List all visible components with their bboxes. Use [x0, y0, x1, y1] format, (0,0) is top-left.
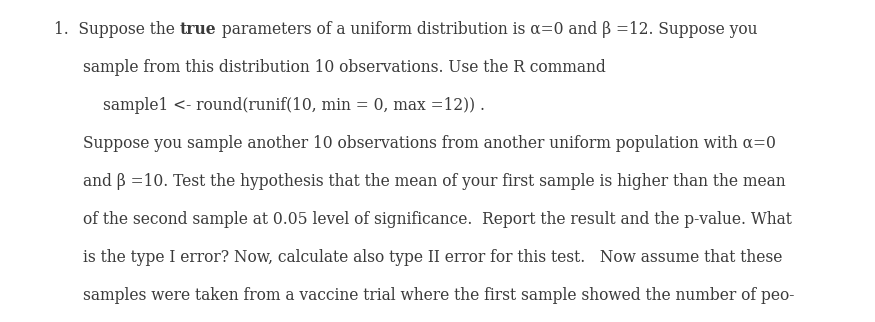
Text: is the type I error? Now, calculate also type II error for this test.   Now assu: is the type I error? Now, calculate also…: [83, 249, 782, 266]
Text: sample1 <- round(runif(10, min = 0, max =12)) .: sample1 <- round(runif(10, min = 0, max …: [103, 97, 486, 114]
Text: samples were taken from a vaccine trial where the first sample showed the number: samples were taken from a vaccine trial …: [83, 287, 794, 304]
Text: sample from this distribution 10 observations. Use the R command: sample from this distribution 10 observa…: [83, 59, 606, 76]
Text: and β =10. Test the hypothesis that the mean of your first sample is higher than: and β =10. Test the hypothesis that the …: [83, 173, 786, 190]
Text: 1.  Suppose the: 1. Suppose the: [54, 21, 180, 38]
Text: Suppose you sample another 10 observations from another uniform population with : Suppose you sample another 10 observatio…: [83, 135, 776, 152]
Text: parameters of a uniform distribution is α=0 and β =12. Suppose you: parameters of a uniform distribution is …: [217, 21, 757, 38]
Text: true: true: [180, 21, 217, 38]
Text: of the second sample at 0.05 level of significance.  Report the result and the p: of the second sample at 0.05 level of si…: [83, 211, 792, 228]
